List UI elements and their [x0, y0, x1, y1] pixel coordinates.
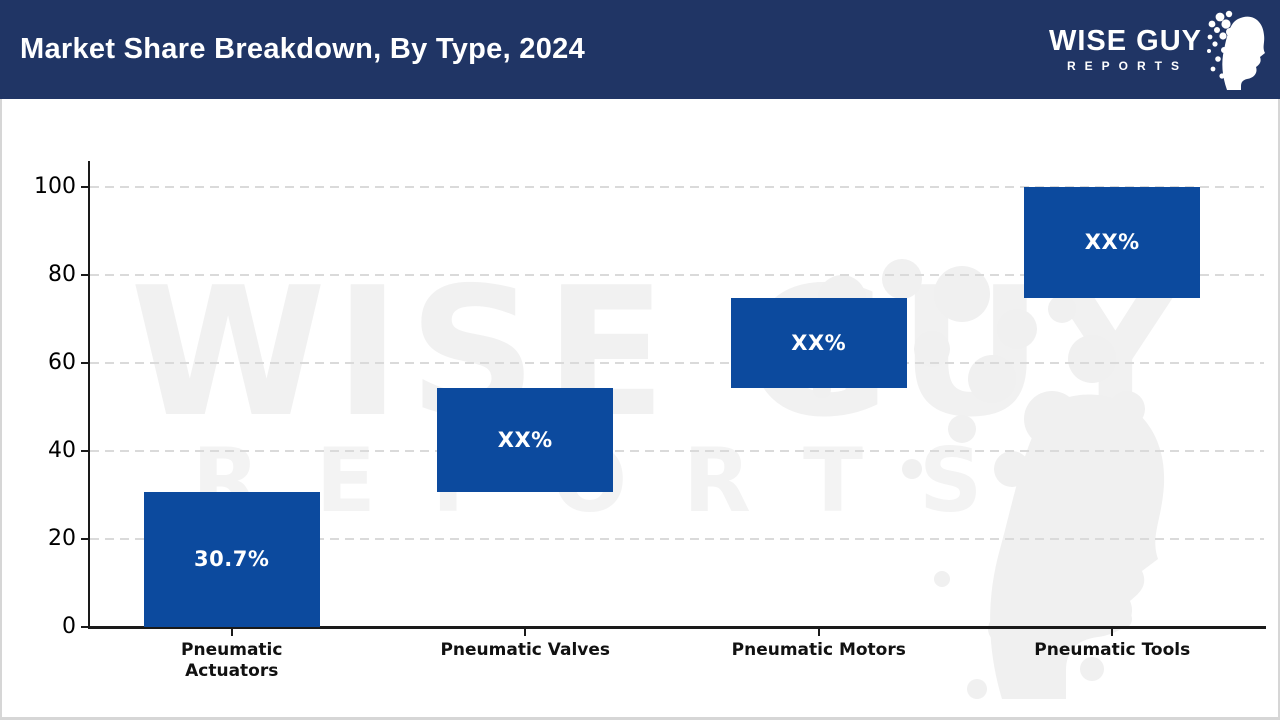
bar-segment: XX%	[437, 388, 614, 492]
bar-segment: XX%	[1024, 187, 1201, 298]
bar-value-label: 30.7%	[194, 547, 270, 572]
wiseguy-logo: WISE GUY REPORTS	[1049, 10, 1266, 90]
plot-area: 0 20 40 60 80 100 30.7% Pneumatic Actuators XX% P…	[2, 99, 1278, 717]
y-tick-label: 80	[48, 262, 76, 287]
header: Market Share Breakdown, By Type, 2024 WI…	[0, 0, 1280, 99]
y-tick-mark	[81, 362, 89, 364]
y-tick-label: 100	[34, 174, 76, 199]
y-tick-mark	[81, 538, 89, 540]
x-axis-line	[88, 626, 1266, 629]
x-category-label: Pneumatic Valves	[440, 640, 611, 660]
y-tick-mark	[81, 450, 89, 452]
gridline-60	[90, 362, 1264, 364]
x-tick-mark	[524, 629, 527, 636]
bar-segment: 30.7%	[143, 491, 320, 627]
y-tick-mark	[81, 186, 89, 188]
x-category-label: Pneumatic Motors	[731, 640, 906, 660]
gridline-80	[90, 274, 1264, 276]
y-tick-mark	[81, 626, 89, 628]
x-category-label: Pneumatic Tools	[1034, 640, 1191, 660]
y-tick-mark	[81, 274, 89, 276]
bar-value-label: XX%	[1084, 230, 1140, 255]
page-title: Market Share Breakdown, By Type, 2024	[20, 33, 586, 65]
logo-reports-text: REPORTS	[1066, 59, 1188, 74]
x-tick-mark	[1111, 629, 1114, 636]
gridline-40	[90, 450, 1264, 452]
logo-wiseguy-text: WISE GUY	[1048, 24, 1202, 57]
y-tick-label: 20	[48, 526, 76, 551]
y-axis-line	[88, 161, 90, 629]
bar-value-label: XX%	[791, 330, 847, 355]
bar-value-label: XX%	[497, 427, 553, 452]
logo-text: WISE GUY REPORTS	[1048, 24, 1202, 74]
y-tick-label: 0	[62, 614, 76, 639]
y-tick-label: 60	[48, 350, 76, 375]
x-tick-mark	[817, 629, 820, 636]
logo-face-icon	[1207, 10, 1265, 90]
y-tick-label: 40	[48, 438, 76, 463]
x-tick-mark	[230, 629, 233, 636]
chart-area: WISE GUY REPORTS 0 20 40 60	[0, 99, 1280, 720]
bar-segment: XX%	[730, 297, 907, 389]
gridline-100	[90, 186, 1264, 188]
x-category-label: Pneumatic Actuators	[181, 640, 283, 682]
gridline-20	[90, 538, 1264, 540]
